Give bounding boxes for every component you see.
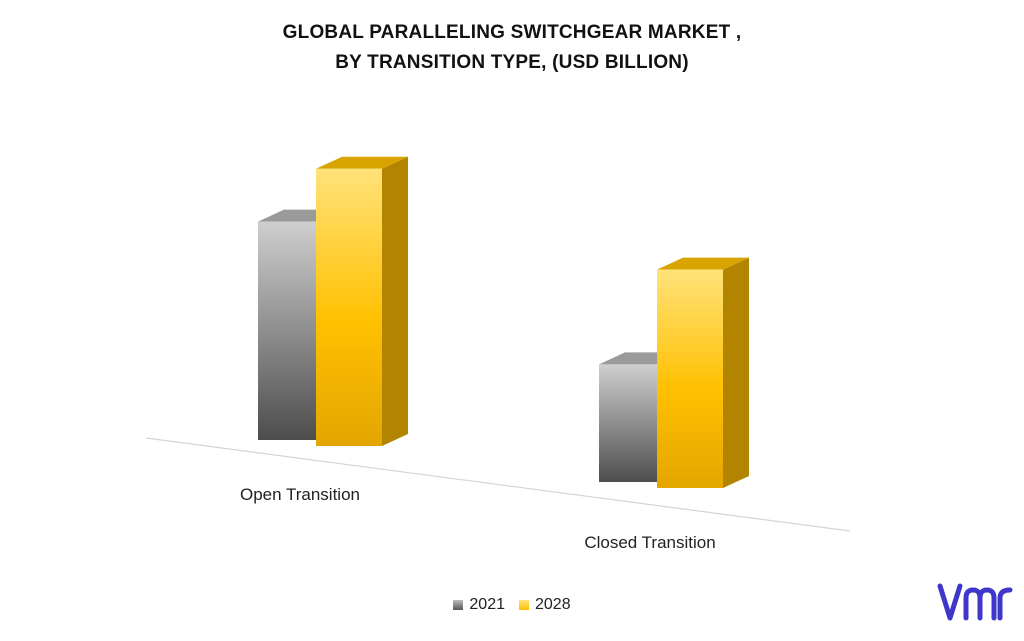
bar-2021-closed-transition-front <box>599 364 665 482</box>
floor-line <box>145 437 851 532</box>
bar-2021-open-transition-front <box>258 221 324 440</box>
category-label-closed-transition: Closed Transition <box>584 533 715 552</box>
chart-title: GLOBAL PARALLELING SWITCHGEAR MARKET , B… <box>0 18 1024 78</box>
category-label-open-transition: Open Transition <box>240 485 360 504</box>
legend: 2021 2028 <box>0 596 1024 614</box>
bar-2028-closed-transition-front <box>657 269 723 488</box>
legend-item-2028: 2028 <box>519 596 571 614</box>
legend-label-2028: 2028 <box>535 596 571 613</box>
legend-item-2021: 2021 <box>453 596 505 614</box>
bar-2028-open-transition-top <box>316 156 408 169</box>
legend-swatch-2028 <box>519 600 529 610</box>
bar-2028-closed-transition-side <box>723 257 749 488</box>
bar-2028-closed-transition <box>657 257 749 488</box>
legend-swatch-2021 <box>453 600 464 610</box>
bar-2028-closed-transition-top <box>657 257 749 270</box>
bar-2028-open-transition <box>316 156 408 447</box>
bar-2028-open-transition-side <box>382 156 408 447</box>
bar-2028-open-transition-front <box>316 168 382 447</box>
legend-label-2021: 2021 <box>469 596 505 613</box>
chart-title-line-2: BY TRANSITION TYPE, (USD BILLION) <box>335 52 689 73</box>
chart-title-line-1: GLOBAL PARALLELING SWITCHGEAR MARKET , <box>282 22 742 43</box>
vmr-logo-icon <box>937 583 1013 621</box>
